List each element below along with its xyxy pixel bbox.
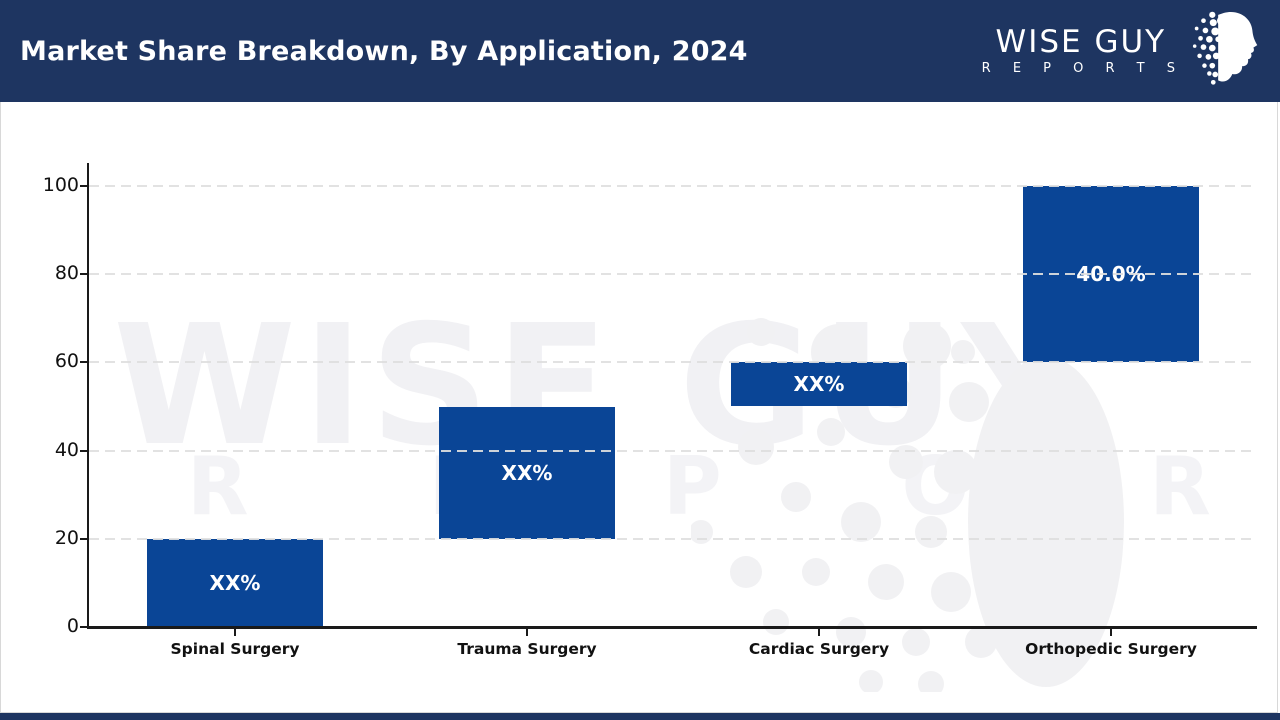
y-tick-mark	[80, 273, 89, 276]
plot-region: 0 20 40 60 80 100 XX% Spinal Surgery XX% Trauma S…	[1, 102, 1277, 712]
logo-subtitle: R E P O R T S	[981, 61, 1184, 76]
page-title: Market Share Breakdown, By Application, …	[20, 35, 748, 67]
x-category-label: Cardiac Surgery	[748, 640, 890, 658]
x-category-label: Orthopedic Surgery	[1025, 640, 1197, 658]
wise-guy-reports-logo: WISE GUY R E P O R T S	[978, 7, 1262, 95]
y-tick-label: 20	[54, 526, 79, 549]
x-tick-mark	[1110, 627, 1112, 636]
bar: XX%	[147, 538, 323, 627]
logo-text: WISE GUY R E P O R T S	[978, 24, 1184, 76]
y-tick-mark	[80, 185, 89, 187]
x-category-label: Trauma Surgery	[457, 640, 597, 658]
y-tick-mark	[80, 537, 89, 540]
footer-accent-bar	[0, 713, 1280, 720]
bar-value-label: XX%	[793, 372, 845, 397]
y-tick-label: 40	[54, 438, 79, 461]
header-bar: Market Share Breakdown, By Application, …	[0, 0, 1280, 102]
gridline	[89, 185, 1257, 187]
x-category-label: Spinal Surgery	[170, 640, 300, 658]
gridline	[89, 537, 1257, 540]
y-tick-label: 100	[42, 174, 79, 196]
logo-head-icon	[1192, 11, 1258, 85]
bar: XX%	[731, 362, 907, 407]
bar-value-label: XX%	[209, 570, 261, 595]
y-tick-mark	[80, 361, 89, 364]
gridline	[89, 449, 1257, 452]
x-tick-mark	[818, 627, 820, 636]
y-axis-line	[87, 163, 89, 629]
gridline	[89, 273, 1257, 276]
x-axis-line	[87, 626, 1257, 629]
chart-canvas: WISE GUY R E P O R T S 020406080100XX%Sp…	[0, 102, 1278, 713]
y-tick-label: 80	[54, 262, 79, 285]
bar: XX%	[439, 406, 615, 539]
gridline	[89, 361, 1257, 364]
x-tick-mark	[234, 627, 236, 636]
y-tick-mark	[80, 449, 89, 452]
logo-wordmark: WISE GUY	[995, 24, 1167, 60]
bar-value-label: XX%	[501, 460, 553, 485]
x-tick-mark	[526, 627, 528, 636]
y-tick-label: 0	[66, 615, 79, 637]
watermark-head-icon	[691, 318, 1124, 692]
y-tick-mark	[80, 626, 89, 628]
y-tick-label: 60	[54, 350, 79, 373]
